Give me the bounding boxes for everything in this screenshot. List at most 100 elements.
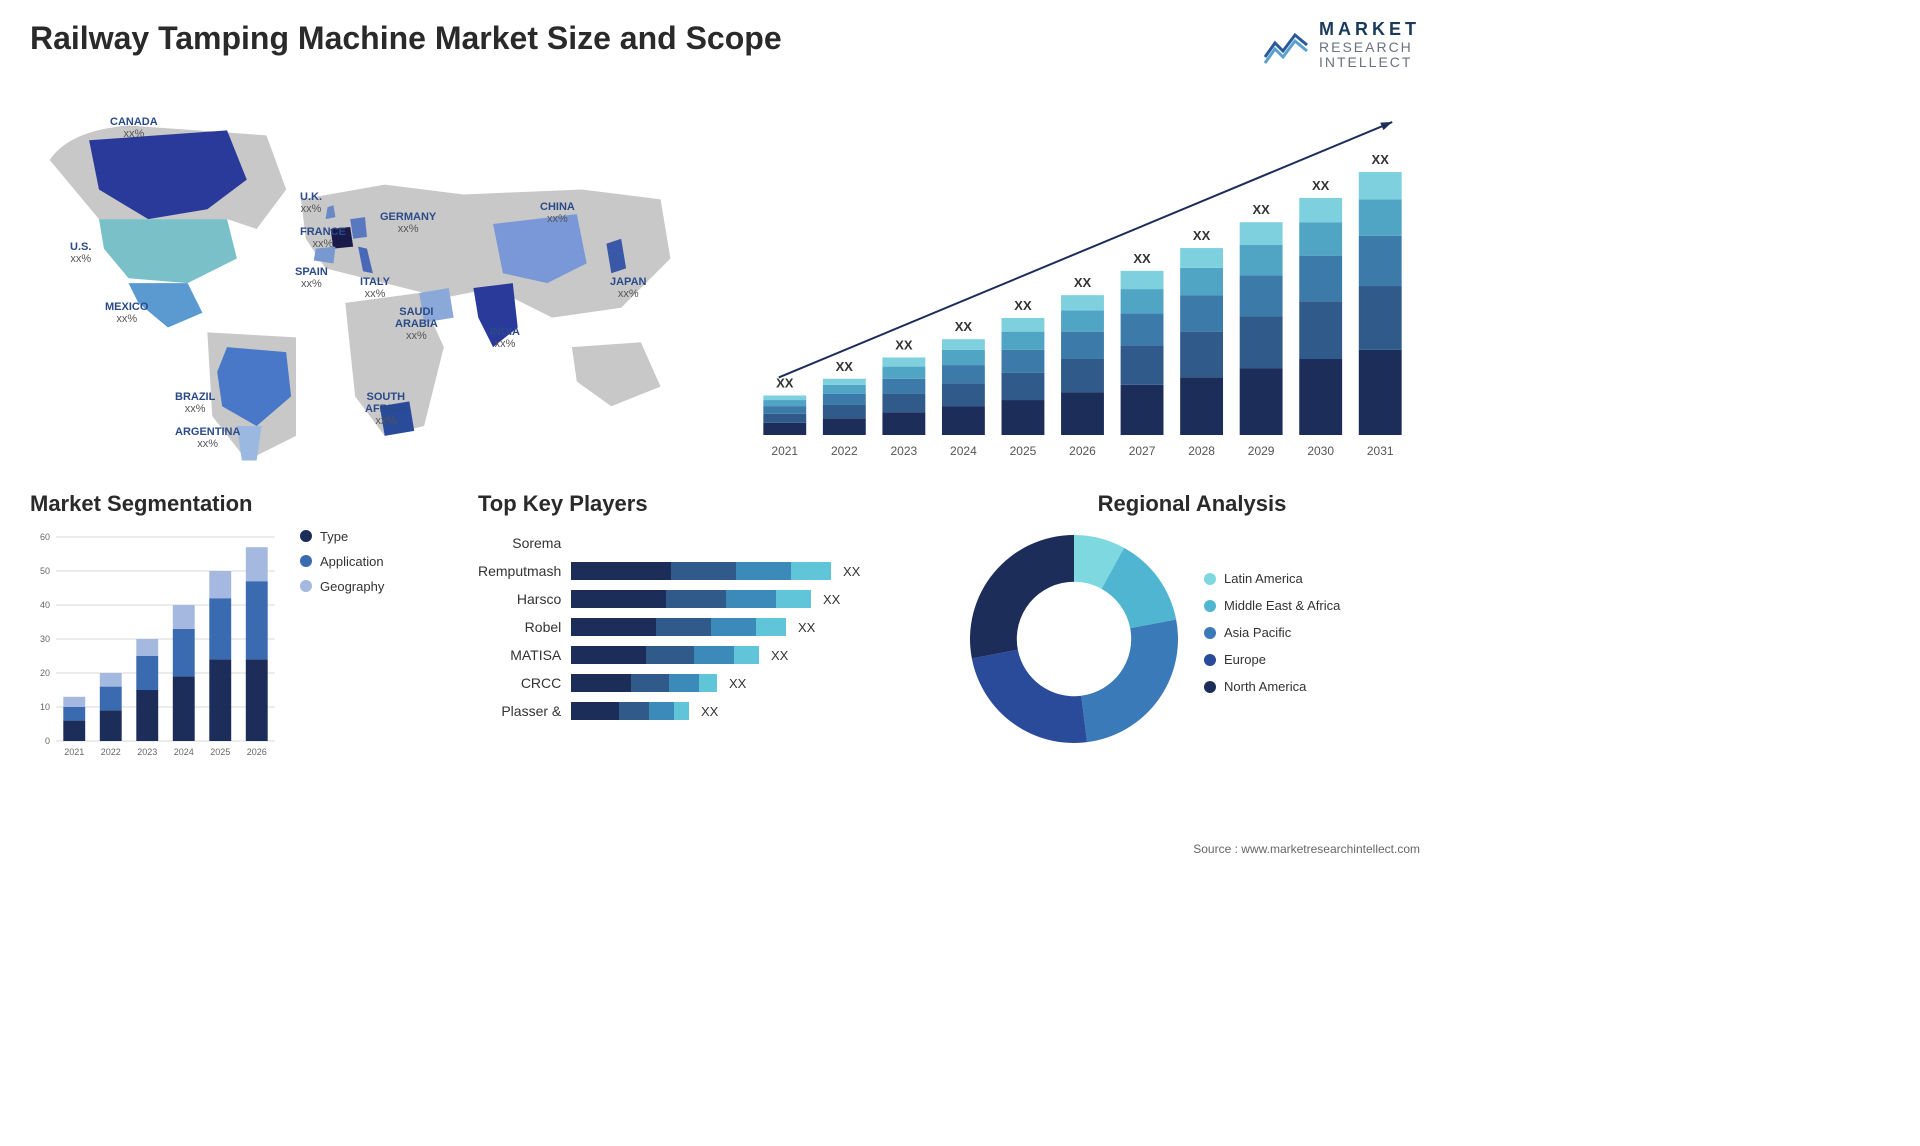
logo: MARKET RESEARCH INTELLECT: [1261, 20, 1420, 71]
growth-bar: [1121, 345, 1164, 385]
seg-ytick: 10: [40, 702, 50, 712]
seg-bar: [63, 720, 85, 740]
player-value: XX: [729, 676, 747, 691]
growth-bar: [942, 339, 985, 350]
growth-year-label: 2021: [771, 444, 798, 458]
map-region-germany: [350, 217, 367, 239]
player-bar: [776, 590, 811, 608]
seg-year: 2023: [137, 747, 157, 757]
seg-ytick: 50: [40, 566, 50, 576]
header: Railway Tamping Machine Market Size and …: [30, 20, 1420, 71]
world-map: CANADAxx%U.S.xx%MEXICOxx%BRAZILxx%ARGENT…: [30, 91, 700, 471]
seg-bar: [136, 690, 158, 741]
player-value: XX: [843, 564, 861, 579]
growth-bar: [763, 413, 806, 422]
player-bar: [791, 562, 831, 580]
trend-arrow: [1380, 122, 1392, 130]
player-bar: [669, 674, 699, 692]
seg-year: 2024: [174, 747, 194, 757]
players-title: Top Key Players: [478, 491, 934, 517]
growth-value-label: XX: [776, 375, 794, 390]
segmentation-section: Market Segmentation 01020304050602021202…: [30, 491, 448, 759]
map-label-mexico: MEXICOxx%: [105, 301, 148, 325]
growth-bar: [1180, 377, 1223, 435]
seg-bar: [209, 571, 231, 598]
player-bar: [631, 674, 669, 692]
player-name: MATISA: [478, 641, 561, 669]
player-name: Sorema: [478, 529, 561, 557]
player-bar: [646, 646, 694, 664]
donut-slice: [1081, 619, 1178, 742]
growth-bar: [823, 384, 866, 393]
growth-bar: [1359, 286, 1402, 350]
map-label-france: FRANCExx%: [300, 226, 346, 250]
player-value: XX: [823, 592, 841, 607]
growth-bar: [1121, 313, 1164, 345]
growth-bar: [763, 395, 806, 400]
growth-bar: [823, 418, 866, 435]
seg-bar: [209, 598, 231, 659]
donut-slice: [970, 535, 1074, 658]
growth-year-label: 2026: [1069, 444, 1096, 458]
seg-bar: [246, 547, 268, 581]
player-bar: [726, 590, 776, 608]
player-bar: [656, 618, 711, 636]
seg-bar: [63, 707, 85, 721]
logo-icon: [1261, 23, 1311, 67]
regional-title: Regional Analysis: [964, 491, 1420, 517]
player-value: XX: [701, 704, 719, 719]
growth-bar: [1002, 372, 1045, 399]
growth-bar: [1180, 248, 1223, 268]
segmentation-legend: TypeApplicationGeography: [300, 529, 384, 604]
growth-bar: [1299, 255, 1342, 301]
growth-value-label: XX: [1372, 152, 1390, 167]
growth-bar: [1240, 275, 1283, 316]
growth-bar: [942, 383, 985, 406]
player-bar: [649, 702, 674, 720]
growth-year-label: 2030: [1307, 444, 1334, 458]
growth-bar: [1299, 197, 1342, 221]
map-label-canada: CANADAxx%: [110, 116, 158, 140]
growth-bar: [823, 394, 866, 405]
seg-ytick: 20: [40, 668, 50, 678]
seg-year: 2022: [101, 747, 121, 757]
page-title: Railway Tamping Machine Market Size and …: [30, 20, 782, 57]
seg-bar: [136, 656, 158, 690]
seg-bar: [136, 639, 158, 656]
growth-value-label: XX: [1312, 177, 1330, 192]
growth-bar: [1240, 316, 1283, 368]
growth-year-label: 2022: [831, 444, 858, 458]
seg-bar: [173, 676, 195, 741]
seg-legend-item: Type: [300, 529, 384, 544]
reg-legend-item: North America: [1204, 679, 1340, 694]
growth-value-label: XX: [836, 358, 854, 373]
players-svg: XXXXXXXXXXXX: [571, 529, 891, 729]
map-region-argentina: [237, 426, 262, 460]
reg-legend-item: Latin America: [1204, 571, 1340, 586]
seg-ytick: 30: [40, 634, 50, 644]
map-label-argentina: ARGENTINAxx%: [175, 426, 240, 450]
growth-bar: [1121, 289, 1164, 313]
reg-legend-item: Asia Pacific: [1204, 625, 1340, 640]
player-bar: [736, 562, 791, 580]
seg-legend-item: Application: [300, 554, 384, 569]
growth-bar: [1061, 331, 1104, 358]
seg-year: 2026: [247, 747, 267, 757]
seg-year: 2021: [64, 747, 84, 757]
regional-legend: Latin AmericaMiddle East & AfricaAsia Pa…: [1204, 571, 1340, 706]
growth-bar: [1061, 295, 1104, 310]
growth-bar: [1240, 368, 1283, 435]
map-label-india: INDIAxx%: [490, 326, 520, 350]
growth-bar: [1002, 318, 1045, 332]
seg-ytick: 60: [40, 532, 50, 542]
player-value: XX: [771, 648, 789, 663]
player-bar: [666, 590, 726, 608]
growth-bar: [1061, 359, 1104, 392]
player-bar: [571, 646, 646, 664]
growth-value-label: XX: [1133, 250, 1151, 265]
player-bar: [571, 562, 671, 580]
growth-bar: [942, 406, 985, 435]
seg-bar: [100, 673, 122, 687]
source-text: Source : www.marketresearchintellect.com: [1193, 842, 1420, 856]
player-bar: [571, 702, 619, 720]
